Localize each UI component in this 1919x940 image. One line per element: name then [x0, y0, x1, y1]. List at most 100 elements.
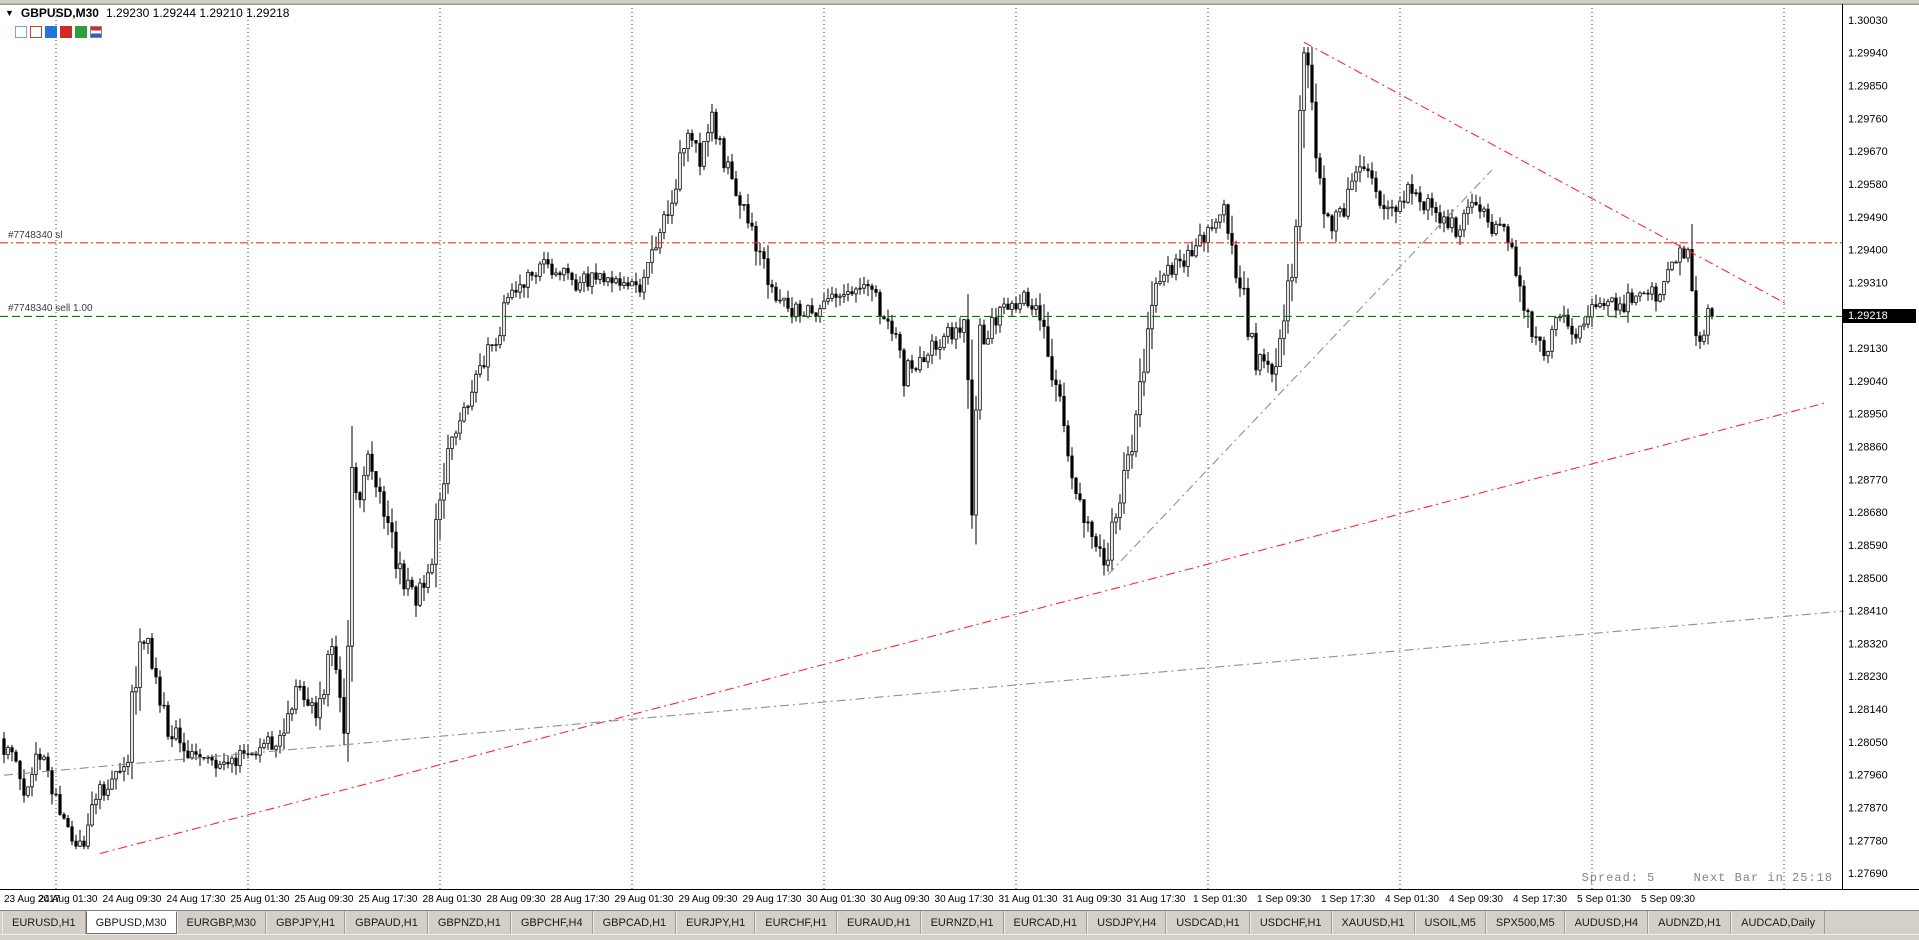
tab-euraud-h1[interactable]: EURAUD,H1 — [837, 911, 921, 934]
tab-gbpcad-h1[interactable]: GBPCAD,H1 — [592, 911, 677, 934]
time-axis-label: 24 Aug 09:30 — [102, 894, 162, 905]
tab-eurnzd-h1[interactable]: EURNZD,H1 — [920, 911, 1004, 934]
stop-loss-label: #7748340 sl — [8, 229, 63, 241]
one-click-trading-arrow-icon[interactable]: ▼ — [5, 8, 14, 18]
chart-status-overlay: Spread: 5 Next Bar in 25:18 — [1582, 871, 1833, 885]
spread-indicator: Spread: 5 — [1581, 871, 1656, 885]
time-axis-label: 1 Sep 17:30 — [1321, 894, 1375, 905]
outline-red-swatch-icon[interactable] — [30, 26, 42, 38]
price-axis-label: 1.28950 — [1848, 409, 1888, 421]
current-price-badge: 1.29218 — [1843, 309, 1916, 324]
trendline-descending-red[interactable] — [1303, 41, 1789, 306]
window-bottom-edge — [0, 934, 1919, 940]
tab-eurchf-h1[interactable]: EURCHF,H1 — [755, 911, 838, 934]
time-axis-label: 30 Aug 17:30 — [934, 894, 994, 905]
tab-gbpjpy-h1[interactable]: GBPJPY,H1 — [266, 911, 346, 934]
time-axis-label: 29 Aug 09:30 — [678, 894, 738, 905]
time-axis-label: 25 Aug 09:30 — [294, 894, 354, 905]
price-axis-label: 1.28140 — [1848, 704, 1888, 716]
candle-wicks — [3, 47, 1713, 850]
chart-ohlc-values: 1.29230 1.29244 1.29210 1.29218 — [105, 6, 290, 20]
tab-eurusd-h1[interactable]: EURUSD,H1 — [2, 911, 86, 934]
tab-eurjpy-h1[interactable]: EURJPY,H1 — [676, 911, 756, 934]
tab-spx500-m5[interactable]: SPX500,M5 — [1485, 911, 1565, 934]
tab-usdjpy-h4[interactable]: USDJPY,H4 — [1087, 911, 1167, 934]
outline-lightblue-swatch-icon[interactable] — [15, 26, 27, 38]
time-axis-label: 1 Sep 09:30 — [1257, 894, 1311, 905]
tab-eurcad-h1[interactable]: EURCAD,H1 — [1003, 911, 1088, 934]
tab-eurgbp-m30[interactable]: EURGBP,M30 — [176, 911, 266, 934]
time-axis-label: 31 Aug 17:30 — [1126, 894, 1186, 905]
time-axis-label: 4 Sep 01:30 — [1385, 894, 1439, 905]
time-axis-label: 5 Sep 01:30 — [1577, 894, 1631, 905]
chart-symbol-period: GBPUSD,M30 — [20, 6, 99, 20]
price-axis-label: 1.29490 — [1848, 212, 1888, 224]
price-axis-label: 1.28410 — [1848, 606, 1888, 618]
time-axis-label: 28 Aug 17:30 — [550, 894, 610, 905]
chart-title: ▼ GBPUSD,M30 1.29230 1.29244 1.29210 1.2… — [5, 6, 289, 20]
solid-red-swatch-icon[interactable] — [60, 26, 72, 38]
price-axis-label: 1.28320 — [1848, 638, 1888, 650]
chart-window: 1.30030 1.29940 1.29850 1.29760 1.29670 1.295… — [0, 4, 1919, 890]
position-label: #7748340 sell 1.00 — [8, 303, 93, 315]
time-axis-label: 28 Aug 01:30 — [422, 894, 482, 905]
price-axis-label: 1.28590 — [1848, 540, 1888, 552]
time-axis-label: 4 Sep 17:30 — [1513, 894, 1567, 905]
time-axis-label: 31 Aug 09:30 — [1062, 894, 1122, 905]
time-axis-label: 30 Aug 01:30 — [806, 894, 866, 905]
price-axis-label: 1.27870 — [1848, 803, 1888, 815]
time-axis-label: 29 Aug 17:30 — [742, 894, 802, 905]
trendline-ascending-gray-long[interactable] — [3, 610, 1845, 776]
price-axis-label: 1.29310 — [1848, 277, 1888, 289]
tab-gbpnzd-h1[interactable]: GBPNZD,H1 — [427, 911, 511, 934]
price-axis-label: 1.28230 — [1848, 671, 1888, 683]
time-axis-label: 5 Sep 09:30 — [1641, 894, 1695, 905]
period-separator-lines — [55, 4, 1785, 889]
price-axis-label: 1.27690 — [1848, 868, 1888, 880]
tab-xauusd-h1[interactable]: XAUUSD,H1 — [1331, 911, 1415, 934]
price-axis-label: 1.29760 — [1848, 113, 1888, 125]
time-axis-label: 25 Aug 01:30 — [230, 894, 290, 905]
price-axis-label: 1.28680 — [1848, 507, 1888, 519]
tab-gbpaud-h1[interactable]: GBPAUD,H1 — [345, 911, 428, 934]
tab-gbpusd-m30[interactable]: GBPUSD,M30 — [85, 911, 177, 934]
time-axis-label: 4 Sep 09:30 — [1449, 894, 1503, 905]
price-axis-label: 1.29670 — [1848, 146, 1888, 158]
price-axis-label: 1.30030 — [1848, 15, 1888, 27]
object-swatches — [15, 26, 102, 38]
window-top-edge — [0, 0, 1919, 4]
time-axis-label: 30 Aug 09:30 — [870, 894, 930, 905]
price-axis-label: 1.27960 — [1848, 770, 1888, 782]
tab-usdcad-h1[interactable]: USDCAD,H1 — [1166, 911, 1250, 934]
chart-svg[interactable]: 1.30030 1.29940 1.29850 1.29760 1.29670 1.295… — [0, 4, 1919, 890]
price-axis-label: 1.29850 — [1848, 81, 1888, 93]
tab-audnzd-h1[interactable]: AUDNZD,H1 — [1648, 911, 1732, 934]
time-axis-label: 24 Aug 17:30 — [166, 894, 226, 905]
price-axis-label: 1.28050 — [1848, 737, 1888, 749]
trendline-ascending-gray-steep[interactable] — [1107, 169, 1493, 575]
price-axis-label: 1.29940 — [1848, 48, 1888, 60]
tab-gbpchf-h4[interactable]: GBPCHF,H4 — [510, 911, 593, 934]
time-axis-label: 25 Aug 17:30 — [358, 894, 418, 905]
time-axis[interactable]: 23 Aug 2017 24 Aug 01:30 24 Aug 09:30 24 Au… — [0, 890, 1919, 910]
time-axis-label: 31 Aug 01:30 — [998, 894, 1058, 905]
price-axis-label: 1.27780 — [1848, 835, 1888, 847]
next-bar-countdown: Next Bar in 25:18 — [1693, 871, 1833, 885]
tab-audcad-daily[interactable]: AUDCAD,Daily — [1731, 911, 1826, 934]
trendline-ascending-red[interactable] — [99, 402, 1825, 855]
bull-candle-bodies — [6, 52, 1710, 847]
tab-audusd-h4[interactable]: AUDUSD,H4 — [1564, 911, 1649, 934]
price-axis-label: 1.29040 — [1848, 376, 1888, 388]
tab-usoil-m5[interactable]: USOIL,M5 — [1414, 911, 1486, 934]
bear-candle-bodies — [2, 52, 1714, 847]
time-axis-label: 28 Aug 09:30 — [486, 894, 546, 905]
symbol-tab-bar: EURUSD,H1 GBPUSD,M30 EURGBP,M30 GBPJPY,H1 GB… — [0, 910, 1919, 934]
tab-usdchf-h1[interactable]: USDCHF,H1 — [1249, 911, 1332, 934]
price-axis-label: 1.28860 — [1848, 442, 1888, 454]
solid-blue-swatch-icon[interactable] — [45, 26, 57, 38]
time-axis-label: 29 Aug 01:30 — [614, 894, 674, 905]
solid-green-swatch-icon[interactable] — [75, 26, 87, 38]
price-axis-label: 1.28500 — [1848, 573, 1888, 585]
time-axis-label: 1 Sep 01:30 — [1193, 894, 1247, 905]
striped-flag-swatch-icon[interactable] — [90, 26, 102, 38]
